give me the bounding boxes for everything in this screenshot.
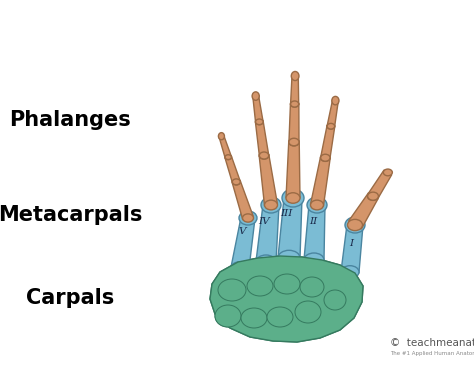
Text: Metacarpals: Metacarpals (0, 205, 142, 225)
Ellipse shape (225, 155, 231, 160)
Polygon shape (255, 121, 269, 156)
Text: III: III (280, 210, 292, 219)
Ellipse shape (274, 274, 300, 294)
Ellipse shape (259, 152, 269, 159)
Ellipse shape (219, 134, 224, 138)
Ellipse shape (253, 94, 259, 98)
Text: ©  teachmeanatomy: © teachmeanatomy (390, 338, 474, 348)
Text: Phalanges: Phalanges (9, 110, 131, 130)
Polygon shape (286, 142, 300, 198)
Ellipse shape (300, 277, 324, 297)
Ellipse shape (332, 98, 338, 103)
Polygon shape (291, 76, 299, 104)
Ellipse shape (289, 138, 299, 146)
Ellipse shape (278, 250, 300, 266)
Polygon shape (225, 156, 240, 183)
Ellipse shape (324, 290, 346, 310)
Ellipse shape (332, 96, 339, 105)
Ellipse shape (286, 193, 300, 203)
Ellipse shape (241, 308, 267, 328)
Polygon shape (341, 224, 363, 273)
Ellipse shape (292, 74, 298, 78)
Ellipse shape (231, 262, 249, 274)
Polygon shape (219, 135, 231, 158)
Ellipse shape (241, 308, 267, 328)
Ellipse shape (367, 192, 379, 200)
Text: V: V (238, 227, 246, 236)
Ellipse shape (295, 301, 321, 323)
Ellipse shape (259, 152, 269, 159)
Ellipse shape (215, 305, 241, 327)
Ellipse shape (292, 72, 299, 81)
Ellipse shape (243, 214, 254, 222)
Text: I: I (349, 239, 353, 247)
Ellipse shape (215, 305, 241, 327)
Ellipse shape (327, 124, 335, 129)
Ellipse shape (264, 200, 277, 210)
Ellipse shape (304, 253, 324, 267)
Ellipse shape (282, 189, 304, 207)
Ellipse shape (347, 219, 363, 231)
Polygon shape (368, 170, 392, 199)
Ellipse shape (247, 276, 273, 296)
Polygon shape (253, 96, 263, 122)
Ellipse shape (255, 119, 263, 125)
Polygon shape (304, 204, 325, 260)
Text: Carpals: Carpals (26, 288, 114, 308)
Ellipse shape (324, 290, 346, 310)
Ellipse shape (267, 307, 293, 327)
Ellipse shape (274, 274, 300, 294)
Ellipse shape (289, 138, 299, 146)
Text: IV: IV (258, 217, 270, 226)
Ellipse shape (252, 92, 259, 100)
Ellipse shape (307, 197, 327, 213)
Ellipse shape (218, 279, 246, 301)
Polygon shape (289, 104, 299, 142)
Polygon shape (231, 217, 255, 269)
Ellipse shape (368, 192, 378, 200)
Ellipse shape (261, 197, 281, 213)
Ellipse shape (247, 276, 273, 296)
Ellipse shape (267, 307, 293, 327)
Polygon shape (349, 193, 378, 229)
Polygon shape (210, 256, 363, 342)
Polygon shape (278, 197, 302, 259)
Ellipse shape (327, 123, 335, 129)
Polygon shape (310, 157, 330, 206)
Ellipse shape (256, 255, 276, 269)
Ellipse shape (345, 217, 365, 233)
Ellipse shape (232, 179, 240, 185)
Ellipse shape (239, 211, 257, 225)
Text: II: II (309, 217, 317, 226)
Ellipse shape (310, 200, 323, 210)
Ellipse shape (320, 154, 330, 161)
Ellipse shape (225, 155, 231, 160)
Ellipse shape (232, 179, 240, 185)
Ellipse shape (291, 101, 299, 107)
Polygon shape (210, 256, 363, 342)
Ellipse shape (320, 154, 330, 161)
Polygon shape (232, 181, 253, 220)
Ellipse shape (219, 133, 225, 140)
Polygon shape (259, 155, 277, 206)
Ellipse shape (255, 119, 263, 125)
Ellipse shape (300, 277, 324, 297)
Polygon shape (256, 204, 279, 263)
Polygon shape (321, 125, 335, 158)
Ellipse shape (291, 101, 299, 107)
Text: The #1 Applied Human Anatomy Site on the Web: The #1 Applied Human Anatomy Site on the… (390, 351, 474, 355)
Ellipse shape (295, 301, 321, 323)
Ellipse shape (218, 279, 246, 301)
Polygon shape (327, 100, 338, 127)
Ellipse shape (341, 266, 359, 278)
Ellipse shape (383, 169, 392, 176)
